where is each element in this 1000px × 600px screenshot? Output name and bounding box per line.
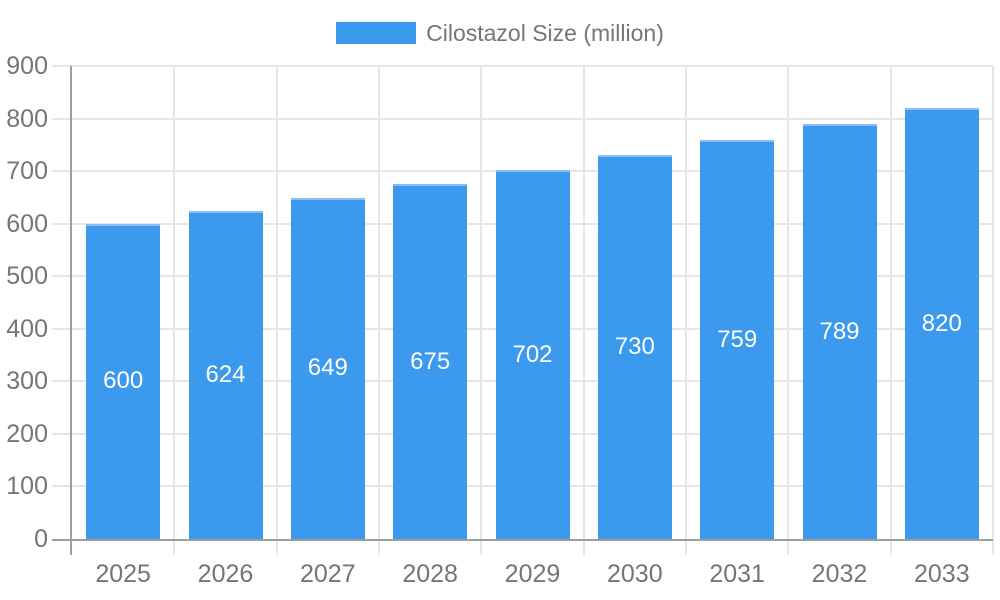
y-tick — [52, 117, 72, 120]
bar-value-label: 675 — [410, 347, 451, 375]
y-axis-label: 200 — [6, 419, 48, 448]
bar-value-label: 789 — [819, 317, 860, 345]
y-axis-label: 800 — [6, 104, 48, 133]
legend: Cilostazol Size (million) — [0, 20, 1000, 46]
legend-swatch — [336, 22, 417, 44]
bar-value-label: 820 — [921, 309, 962, 337]
y-tick — [52, 65, 72, 67]
y-tick — [52, 485, 72, 488]
bar-2025[interactable] — [86, 223, 161, 539]
y-tick — [52, 275, 72, 278]
y-axis-label: 700 — [6, 157, 48, 186]
y-axis-label: 0 — [34, 525, 48, 553]
y-axis-label: 100 — [6, 472, 48, 501]
v-gridline — [685, 66, 687, 555]
x-axis-label: 2030 — [607, 560, 663, 588]
x-axis-label: 2026 — [197, 560, 254, 588]
x-axis-label: 2031 — [709, 560, 765, 588]
bar-2032[interactable] — [802, 124, 877, 539]
bar-2026[interactable] — [188, 211, 263, 539]
bar-value-label: 649 — [307, 354, 348, 382]
legend-label: Cilostazol Size (million) — [426, 20, 664, 46]
y-axis-label: 600 — [6, 209, 48, 238]
legend-item[interactable]: Cilostazol Size (million) — [336, 20, 664, 46]
v-gridline — [173, 66, 176, 555]
y-tick — [52, 170, 72, 173]
x-axis-line — [52, 539, 993, 541]
bar-value-label: 730 — [614, 333, 655, 361]
v-gridline — [787, 66, 790, 555]
v-gridline — [480, 66, 483, 555]
y-axis-label: 400 — [6, 314, 48, 343]
x-axis-label: 2032 — [811, 560, 868, 588]
v-gridline — [889, 66, 892, 555]
h-gridline — [72, 117, 993, 120]
y-tick — [52, 380, 72, 383]
y-axis-label: 300 — [6, 367, 48, 396]
bar-value-label: 624 — [205, 361, 246, 389]
v-gridline — [992, 66, 994, 555]
bar-2031[interactable] — [700, 140, 775, 539]
bar-2033[interactable] — [904, 108, 979, 539]
y-tick — [52, 432, 72, 435]
bar-value-label: 759 — [717, 325, 758, 353]
x-axis-label: 2029 — [504, 560, 561, 588]
bar-2027[interactable] — [290, 197, 365, 539]
bar-value-label: 702 — [512, 340, 553, 368]
x-axis-label: 2027 — [300, 560, 356, 588]
bar-2030[interactable] — [597, 155, 672, 539]
v-gridline — [378, 66, 380, 555]
bar-2028[interactable] — [393, 184, 468, 539]
y-tick — [52, 222, 72, 225]
h-gridline — [72, 65, 993, 67]
y-axis-label: 500 — [6, 262, 48, 291]
y-axis-label: 900 — [6, 52, 48, 80]
v-gridline — [582, 66, 585, 555]
y-tick — [52, 327, 72, 330]
x-axis-label: 2033 — [914, 560, 970, 588]
bar-value-label: 600 — [103, 367, 144, 395]
v-gridline — [275, 66, 278, 555]
y-axis-line — [70, 66, 72, 555]
bar-2029[interactable] — [495, 170, 570, 539]
x-axis-label: 2028 — [402, 560, 458, 588]
x-axis-label: 2025 — [95, 560, 151, 588]
